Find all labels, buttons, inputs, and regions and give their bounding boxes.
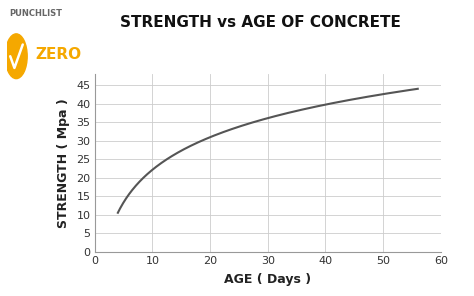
Circle shape <box>5 34 27 79</box>
Text: PUNCHLIST: PUNCHLIST <box>9 9 63 18</box>
Y-axis label: STRENGTH ( Mpa ): STRENGTH ( Mpa ) <box>56 98 70 228</box>
X-axis label: AGE ( Days ): AGE ( Days ) <box>224 273 311 286</box>
Text: ZERO: ZERO <box>36 47 82 62</box>
Text: STRENGTH vs AGE OF CONCRETE: STRENGTH vs AGE OF CONCRETE <box>120 15 401 30</box>
